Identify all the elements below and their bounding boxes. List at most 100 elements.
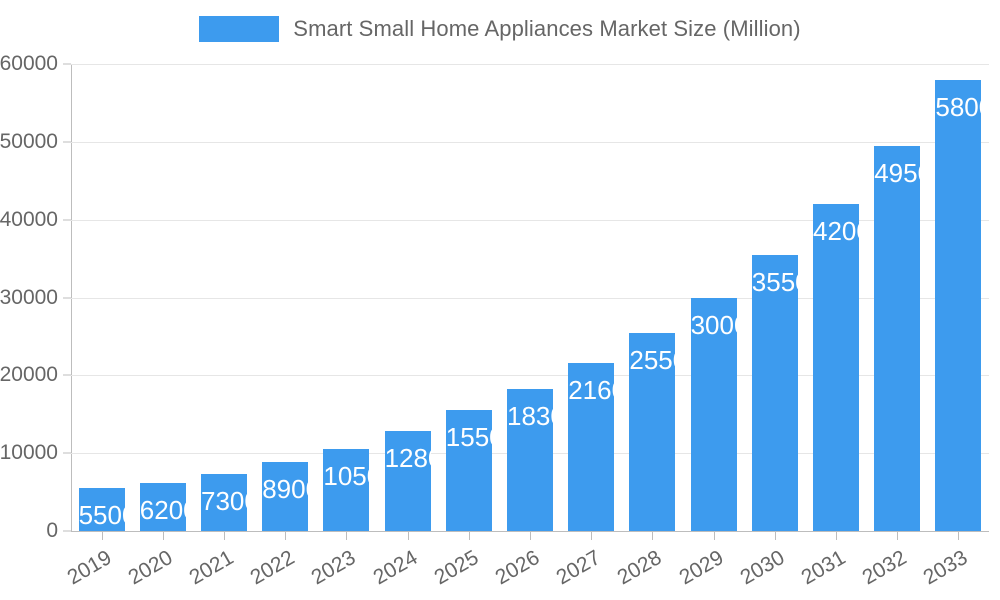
bar-value-label: 30000 (690, 311, 737, 338)
y-tick-label: 50000 (0, 129, 58, 153)
x-tick-mark (224, 532, 225, 540)
plot-area: 5500 6200 7300 8900 10500 12800 15500 18300 2160… (63, 63, 989, 532)
y-tick-label: 60000 (0, 52, 58, 75)
bar[interactable] (568, 362, 615, 531)
y-tick-mark (63, 63, 71, 65)
y-tick-label: 10000 (0, 441, 58, 465)
bar-group: 15500 (438, 64, 499, 531)
x-tick-label: 2027 (552, 546, 605, 590)
bar[interactable] (445, 410, 492, 531)
bar-group: 10500 (316, 64, 377, 531)
y-tick-label: 40000 (0, 207, 58, 231)
x-tick-label: 2021 (185, 546, 238, 590)
bar[interactable] (690, 297, 737, 531)
bar-group: 30000 (683, 64, 744, 531)
x-tick-mark (101, 532, 103, 540)
bar-value-label: 6200 (139, 496, 186, 523)
x-tick-mark (836, 532, 837, 540)
bar-group: 21600 (561, 64, 622, 531)
y-tick-label: 0 (46, 519, 58, 542)
x-tick-mark (958, 532, 960, 540)
bar-group: 49500 (867, 64, 928, 531)
bar-group: 25500 (622, 64, 683, 531)
x-tick-label: 2030 (736, 546, 789, 590)
bar[interactable] (935, 79, 982, 531)
bar-value-label: 8900 (262, 475, 308, 502)
x-tick-label: 2020 (124, 546, 177, 590)
x-tick-mark (407, 532, 409, 540)
x-tick-label: 2023 (307, 546, 360, 590)
chart-legend: Smart Small Home Appliances Market Size … (0, 16, 1000, 42)
x-tick-label: 2033 (919, 546, 972, 590)
legend-label-market-size: Smart Small Home Appliances Market Size … (293, 16, 801, 41)
bar[interactable] (139, 482, 186, 531)
gridline (71, 297, 989, 299)
bar-value-label: 35500 (751, 268, 798, 295)
x-tick-label: 2019 (63, 546, 116, 590)
gridline (71, 219, 989, 221)
bar-value-label: 58000 (935, 93, 981, 120)
x-tick-mark (652, 532, 654, 540)
x-tick-label: 2024 (369, 546, 422, 590)
gridline (71, 141, 989, 143)
bar-value-label: 18300 (506, 402, 553, 429)
bar[interactable] (629, 332, 676, 531)
bar-group: 35500 (744, 64, 805, 531)
x-tick-mark (530, 532, 531, 540)
bar[interactable] (323, 449, 370, 531)
x-tick-label: 2026 (491, 546, 544, 590)
bar-value-label: 42000 (812, 218, 859, 245)
x-tick-mark (162, 532, 164, 540)
bar-group: 8900 (255, 64, 316, 531)
bar-value-label: 7300 (200, 488, 247, 515)
bar[interactable] (751, 254, 798, 531)
bar-value-label: 15500 (445, 424, 492, 451)
y-tick-mark (63, 219, 71, 221)
bar-value-label: 25500 (629, 346, 675, 373)
bar-series-market-size: 5500 6200 7300 8900 10500 12800 15500 18300 2160… (71, 64, 989, 531)
y-tick-mark (63, 452, 71, 454)
bar-group: 12800 (377, 64, 438, 531)
bar-group: 5500 (71, 64, 132, 531)
bar-group: 18300 (499, 64, 560, 531)
y-tick-label: 30000 (0, 285, 58, 309)
bar-value-label: 21600 (568, 376, 614, 403)
gridline (71, 375, 989, 377)
bar-value-label: 5500 (78, 502, 125, 529)
bar[interactable] (874, 145, 921, 531)
y-tick-label: 20000 (0, 363, 58, 387)
bar[interactable] (506, 388, 553, 531)
x-tick-mark (897, 532, 899, 540)
bar-group: 6200 (132, 64, 193, 531)
legend-swatch-market-size (199, 16, 280, 42)
bar-value-label: 49500 (874, 159, 920, 186)
gridline (71, 64, 989, 65)
x-tick-label: 2031 (797, 546, 850, 590)
bar[interactable] (78, 488, 125, 531)
bar-group: 7300 (193, 64, 254, 531)
x-tick-mark (285, 532, 287, 540)
x-tick-mark (468, 532, 470, 540)
bar-value-label: 12800 (384, 445, 431, 472)
bar[interactable] (200, 474, 247, 531)
x-axis: 2019 2020 2021 2022 2023 2024 2025 2026 2027 2028… (63, 532, 989, 600)
bar-group: 58000 (928, 64, 989, 531)
y-tick-mark (63, 141, 71, 143)
x-tick-label: 2022 (246, 546, 299, 590)
x-tick-mark (774, 532, 776, 540)
bar-group: 42000 (805, 64, 866, 531)
y-tick-mark (63, 374, 71, 376)
x-tick-mark (713, 532, 715, 540)
gridline (71, 531, 989, 532)
x-tick-label: 2032 (858, 546, 911, 590)
x-tick-label: 2029 (675, 546, 728, 590)
bar-value-label: 10500 (323, 463, 369, 490)
x-tick-label: 2025 (430, 546, 483, 590)
y-tick-mark (63, 530, 71, 532)
bar[interactable] (812, 204, 859, 531)
bar[interactable] (384, 431, 431, 531)
x-tick-label: 2028 (613, 546, 666, 590)
bar[interactable] (262, 461, 309, 531)
x-tick-mark (346, 532, 348, 540)
